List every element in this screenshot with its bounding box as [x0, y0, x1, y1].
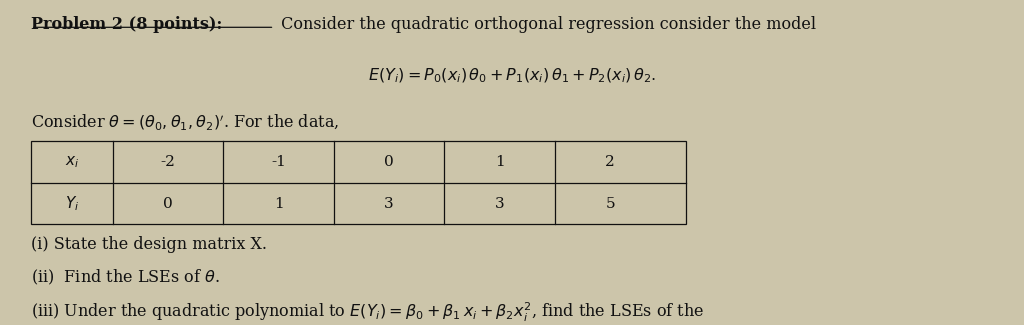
Text: 2: 2: [605, 155, 615, 169]
Text: 5: 5: [605, 197, 615, 211]
Text: $E(Y_i) = P_0(x_i)\,\theta_0 + P_1(x_i)\,\theta_1 + P_2(x_i)\,\theta_2.$: $E(Y_i) = P_0(x_i)\,\theta_0 + P_1(x_i)\…: [368, 67, 656, 85]
Text: $Y_i$: $Y_i$: [65, 194, 79, 213]
Text: (ii)  Find the LSEs of $\theta$.: (ii) Find the LSEs of $\theta$.: [31, 268, 219, 287]
Text: 0: 0: [163, 197, 173, 211]
Text: 3: 3: [384, 197, 394, 211]
Text: Problem 2 (8 points):: Problem 2 (8 points):: [31, 16, 222, 33]
Text: -2: -2: [161, 155, 175, 169]
Text: (iii) Under the quadratic polynomial to $E(Y_i) = \beta_0 + \beta_1\,x_i + \beta: (iii) Under the quadratic polynomial to …: [31, 301, 703, 324]
Text: 1: 1: [273, 197, 284, 211]
Text: 1: 1: [495, 155, 505, 169]
Text: -1: -1: [271, 155, 286, 169]
Text: 3: 3: [495, 197, 505, 211]
Text: (i) State the design matrix X.: (i) State the design matrix X.: [31, 236, 266, 253]
Text: 0: 0: [384, 155, 394, 169]
Text: $x_i$: $x_i$: [65, 154, 79, 170]
Text: Consider $\theta = (\theta_0, \theta_1, \theta_2)'$. For the data,: Consider $\theta = (\theta_0, \theta_1, …: [31, 112, 339, 132]
Text: Consider the quadratic orthogonal regression consider the model: Consider the quadratic orthogonal regres…: [276, 16, 816, 33]
Bar: [31, 141, 686, 224]
